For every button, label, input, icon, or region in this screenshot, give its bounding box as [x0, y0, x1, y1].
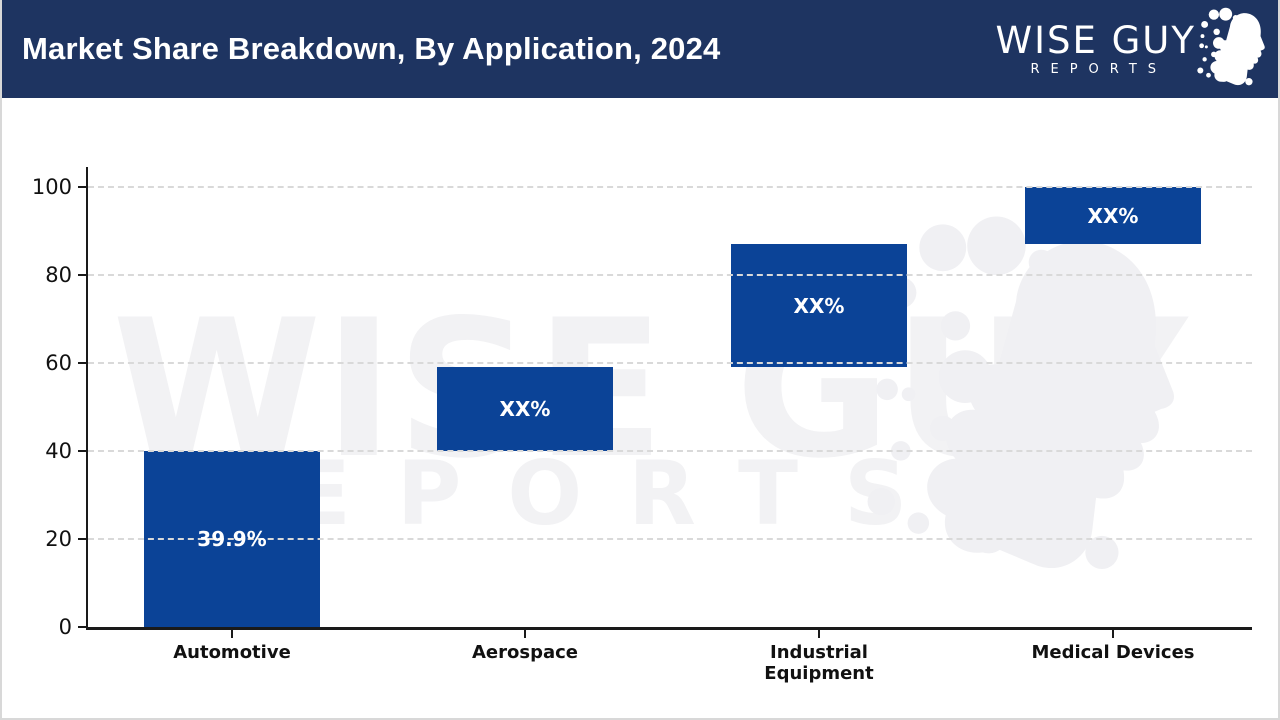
wiseguy-logo: WISE GUY REPORTS — [996, 6, 1268, 92]
x-tick-mark — [231, 630, 233, 638]
y-tick-label: 20 — [45, 527, 72, 551]
y-tick-mark — [78, 450, 86, 452]
gridline — [88, 450, 1252, 452]
bar-value-label: XX% — [499, 397, 551, 422]
y-tick-mark — [78, 626, 86, 628]
y-tick-mark — [78, 274, 86, 276]
bar-segment — [1025, 187, 1201, 245]
y-tick-label: 0 — [58, 615, 72, 639]
y-tick-label: 60 — [45, 351, 72, 375]
x-tick-label: Automotive — [173, 642, 291, 663]
header: Market Share Breakdown, By Application, … — [2, 0, 1278, 98]
y-tick-mark — [78, 362, 86, 364]
gridline — [88, 538, 1252, 540]
y-axis-line — [86, 167, 88, 630]
x-tick-mark — [524, 630, 526, 638]
gridline — [88, 362, 1252, 364]
page-title: Market Share Breakdown, By Application, … — [22, 31, 721, 66]
y-tick-mark — [78, 538, 86, 540]
logo-head-icon — [1192, 6, 1268, 92]
x-tick-mark — [1112, 630, 1114, 638]
gridline — [88, 186, 1252, 188]
y-tick-label: 80 — [45, 263, 72, 287]
logo-wordmark: WISE GUY — [995, 18, 1196, 62]
x-tick-label: Industrial Equipment — [764, 642, 874, 684]
x-axis-line — [86, 627, 1252, 630]
bar-segment — [731, 244, 907, 368]
y-tick-label: 100 — [31, 175, 72, 199]
bar-value-label: XX% — [793, 293, 845, 318]
logo-subtext: REPORTS — [1030, 61, 1168, 77]
bar-segment — [437, 367, 613, 452]
x-tick-label: Aerospace — [471, 642, 578, 663]
x-tick-mark — [818, 630, 820, 638]
logo-text: WISE GUY REPORTS — [995, 18, 1196, 77]
x-tick-label: Medical Devices — [1031, 642, 1195, 663]
bar-value-label: 39.9% — [197, 527, 267, 552]
y-tick-mark — [78, 186, 86, 188]
y-tick-label: 40 — [45, 439, 72, 463]
bar-value-label: XX% — [1087, 203, 1139, 228]
gridline — [88, 274, 1252, 276]
